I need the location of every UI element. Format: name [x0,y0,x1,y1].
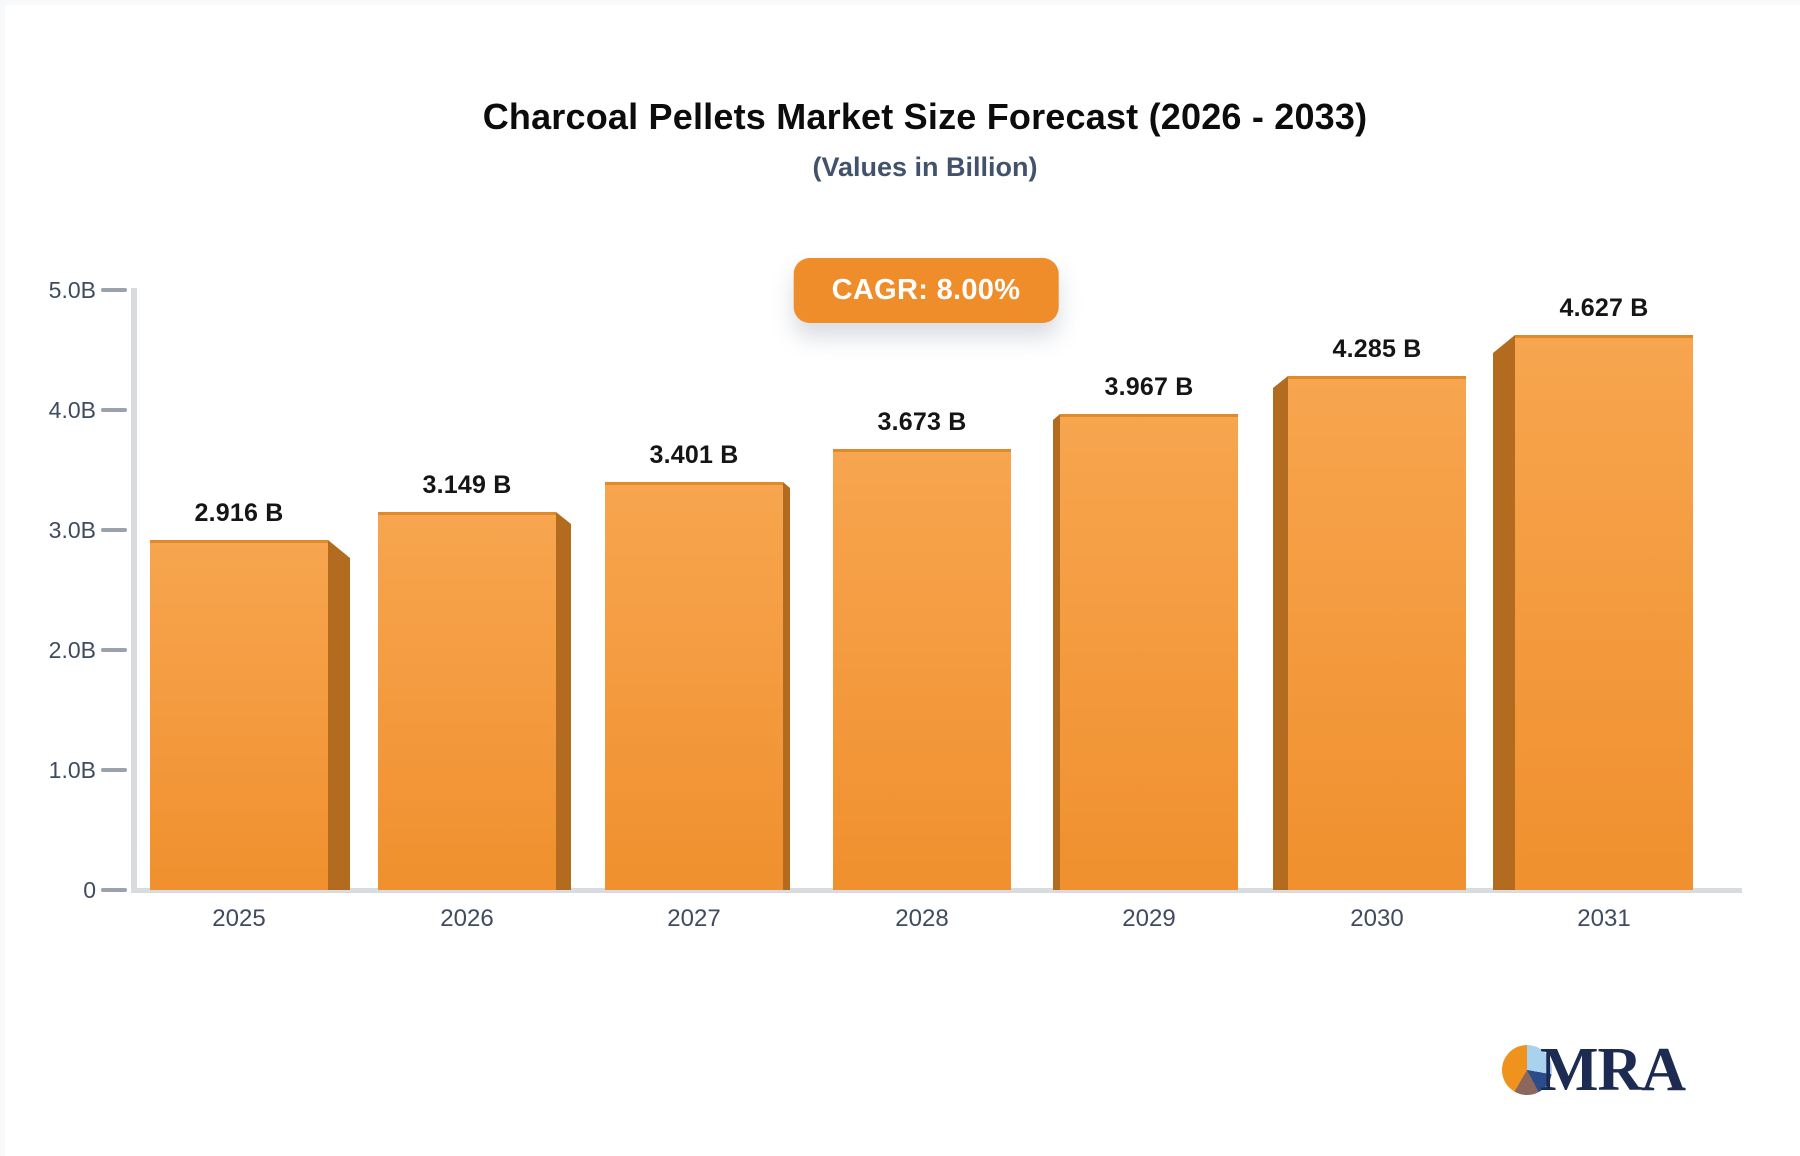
x-axis-line [131,888,1742,893]
y-tick-mark [101,888,127,892]
bar-value-label: 3.967 B [1104,373,1194,401]
bar-side-face [328,540,350,890]
bar-column [1288,376,1466,890]
chart-subtitle: (Values in Billion) [812,152,1038,182]
x-tick-label: 2025 [212,905,266,932]
y-tick-label: 1.0B [48,757,96,783]
y-tick-label: 3.0B [48,517,96,543]
bar-column [1515,335,1693,890]
y-tick-mark [101,528,127,532]
x-tick-label: 2030 [1350,905,1404,932]
bar-value-label: 4.285 B [1332,335,1422,363]
x-tick-label: 2028 [895,905,949,932]
x-tick-label: 2026 [440,905,494,932]
y-tick-mark [101,288,127,292]
cagr-badge: CAGR: 8.00% [793,258,1059,323]
bar-column [833,449,1011,890]
bar-column [1060,414,1238,890]
chart-title: Charcoal Pellets Market Size Forecast (2… [482,96,1368,137]
y-tick-label: 4.0B [48,397,96,423]
bar-side-face [1053,414,1060,890]
bar-value-label: 3.401 B [649,441,739,469]
y-tick-mark [101,648,127,652]
brand-logo: MRA [1502,1038,1722,1102]
x-tick-label: 2031 [1577,905,1631,932]
bar-side-face [1493,335,1515,890]
bar-column [605,482,783,890]
bar-column [150,540,328,890]
bar-value-label: 2.916 B [194,499,284,527]
bar-column [378,512,556,890]
chart-header: Charcoal Pellets Market Size Forecast (2… [175,96,1675,183]
y-tick-mark [101,408,127,412]
y-tick-label: 5.0B [48,277,96,303]
x-tick-label: 2027 [667,905,721,932]
bar-side-face [556,512,571,890]
y-tick-label: 2.0B [48,637,96,663]
x-tick-label: 2029 [1122,905,1176,932]
logo-text: MRA [1540,1036,1686,1104]
bar-side-face [1273,376,1288,890]
bar-value-label: 3.673 B [877,408,967,436]
bar-side-face [783,482,790,890]
y-tick-mark [101,768,127,772]
y-axis-line [131,288,137,893]
bar-value-label: 3.149 B [422,471,512,499]
bar-value-label: 4.627 B [1559,294,1649,322]
pie-chart-icon [1502,1045,1552,1095]
y-tick-label: 0 [83,877,96,903]
